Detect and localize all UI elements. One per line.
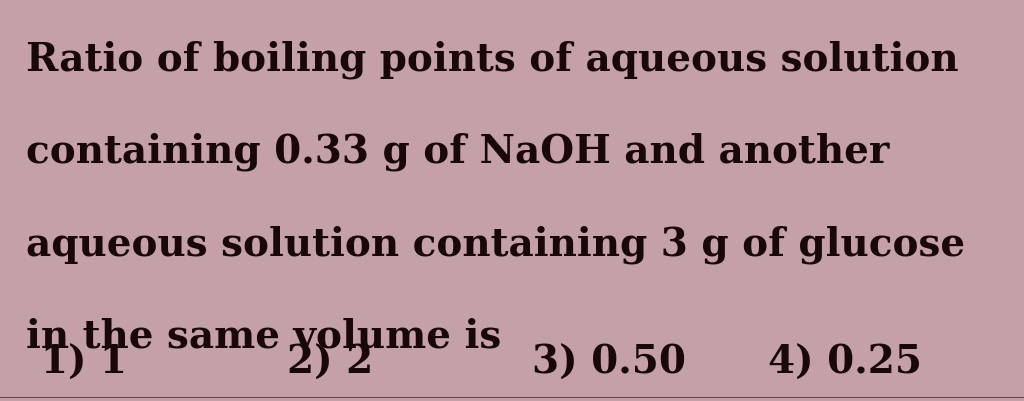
Text: aqueous solution containing 3 g of glucose: aqueous solution containing 3 g of gluco… bbox=[26, 225, 965, 263]
Text: 2) 2: 2) 2 bbox=[287, 343, 373, 381]
Text: in the same volume is: in the same volume is bbox=[26, 317, 501, 355]
Text: 1) 1: 1) 1 bbox=[41, 343, 127, 381]
Text: 4) 0.25: 4) 0.25 bbox=[768, 343, 922, 381]
Text: 3) 0.50: 3) 0.50 bbox=[532, 343, 686, 381]
Text: containing 0.33 g of NaOH and another: containing 0.33 g of NaOH and another bbox=[26, 132, 889, 171]
Text: Ratio of boiling points of aqueous solution: Ratio of boiling points of aqueous solut… bbox=[26, 40, 958, 79]
